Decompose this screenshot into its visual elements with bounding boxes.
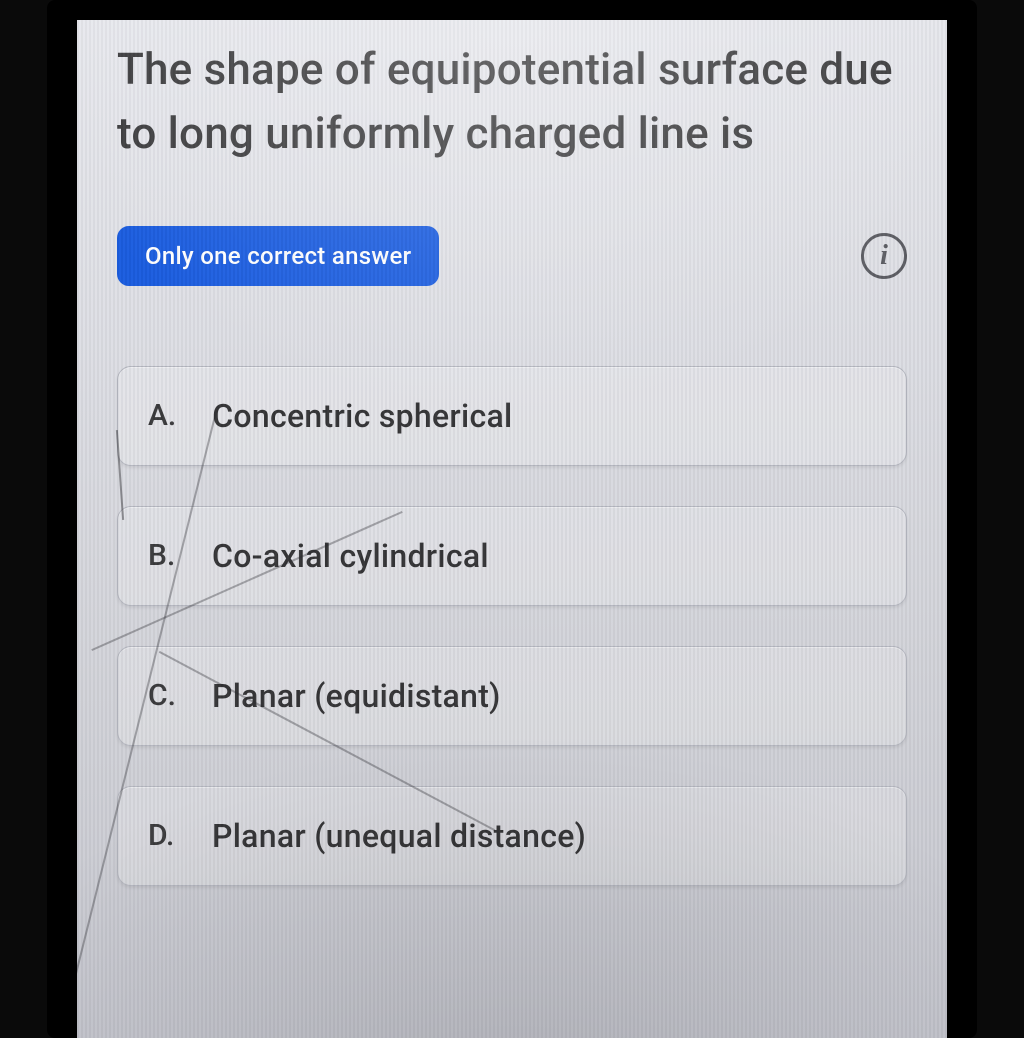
option-letter: B.	[148, 538, 176, 573]
info-icon[interactable]: i	[861, 233, 907, 279]
option-a[interactable]: A. Concentric spherical	[117, 366, 907, 466]
option-c[interactable]: C. Planar (equidistant)	[117, 646, 907, 746]
option-text: Co-axial cylindrical	[212, 537, 489, 575]
question-meta-row: Only one correct answer i	[117, 226, 907, 286]
option-text: Planar (unequal distance)	[212, 817, 586, 855]
question-text: The shape of equipotential surface due t…	[117, 38, 907, 166]
option-d[interactable]: D. Planar (unequal distance)	[117, 786, 907, 886]
option-letter: D.	[148, 818, 176, 853]
quiz-screen: The shape of equipotential surface due t…	[77, 20, 947, 1038]
option-letter: A.	[148, 398, 176, 433]
option-text: Concentric spherical	[212, 397, 512, 435]
info-icon-glyph: i	[880, 240, 888, 272]
option-b[interactable]: B. Co-axial cylindrical	[117, 506, 907, 606]
option-letter: C.	[148, 678, 176, 713]
phone-frame: The shape of equipotential surface due t…	[47, 0, 977, 1038]
option-text: Planar (equidistant)	[212, 677, 501, 715]
options-list: A. Concentric spherical B. Co-axial cyli…	[117, 366, 907, 886]
answer-mode-tag: Only one correct answer	[117, 226, 439, 286]
